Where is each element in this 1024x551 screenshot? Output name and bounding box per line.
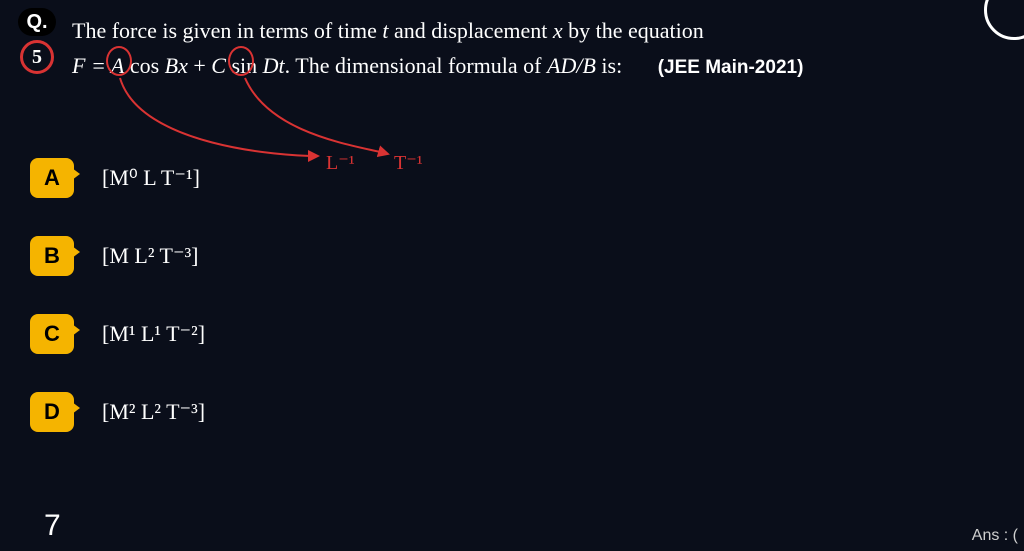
page-number: 7 [44,509,61,543]
option-badge-A: A [30,158,74,198]
question-line-2: F = A cos Bx + C sin Dt. The dimensional… [72,51,984,82]
question-badge: Q. [18,8,56,36]
eq-plus: + [188,53,211,78]
q1-pre: The force is given in terms of time [72,18,382,43]
question-line-1: The force is given in terms of time t an… [72,16,984,47]
q1-post: by the equation [563,18,704,43]
corner-decoration [984,0,1024,40]
eq-lhs: F = [72,53,111,78]
annotation-circle-C [228,46,254,76]
options-list: A [M⁰ L T⁻¹] B [M L² T⁻³] C [M¹ L¹ T⁻²] … [30,120,205,432]
eq-tail: . The dimensional formula of [285,53,547,78]
option-C[interactable]: C [M¹ L¹ T⁻²] [30,314,205,354]
option-text-B: [M L² T⁻³] [102,243,199,269]
option-badge-C: C [30,314,74,354]
option-D[interactable]: D [M² L² T⁻³] [30,392,205,432]
option-badge-D: D [30,392,74,432]
option-text-D: [M² L² T⁻³] [102,399,205,425]
eq-Dt: Dt [263,53,285,78]
annotation-T-inverse: T⁻¹ [394,150,423,175]
option-text-A: [M⁰ L T⁻¹] [102,165,200,191]
eq-is: is: [596,53,622,78]
eq-ratio: AD/B [547,53,596,78]
question-number-circle: 5 [20,40,54,74]
answer-label: Ans : ( [972,527,1018,545]
option-text-C: [M¹ L¹ T⁻²] [102,321,205,347]
exam-tag: (JEE Main-2021) [658,57,804,78]
eq-Bx: Bx [165,53,188,78]
q1-mid: and displacement [388,18,552,43]
eq-C: C [211,53,226,78]
option-A[interactable]: A [M⁰ L T⁻¹] [30,158,205,198]
question-text: The force is given in terms of time t an… [72,16,984,82]
option-B[interactable]: B [M L² T⁻³] [30,236,205,276]
annotation-L-inverse: L⁻¹ [326,150,355,175]
option-badge-B: B [30,236,74,276]
question-number: 5 [32,46,42,69]
q1-var-x: x [553,18,563,43]
annotation-circle-A [106,46,132,76]
